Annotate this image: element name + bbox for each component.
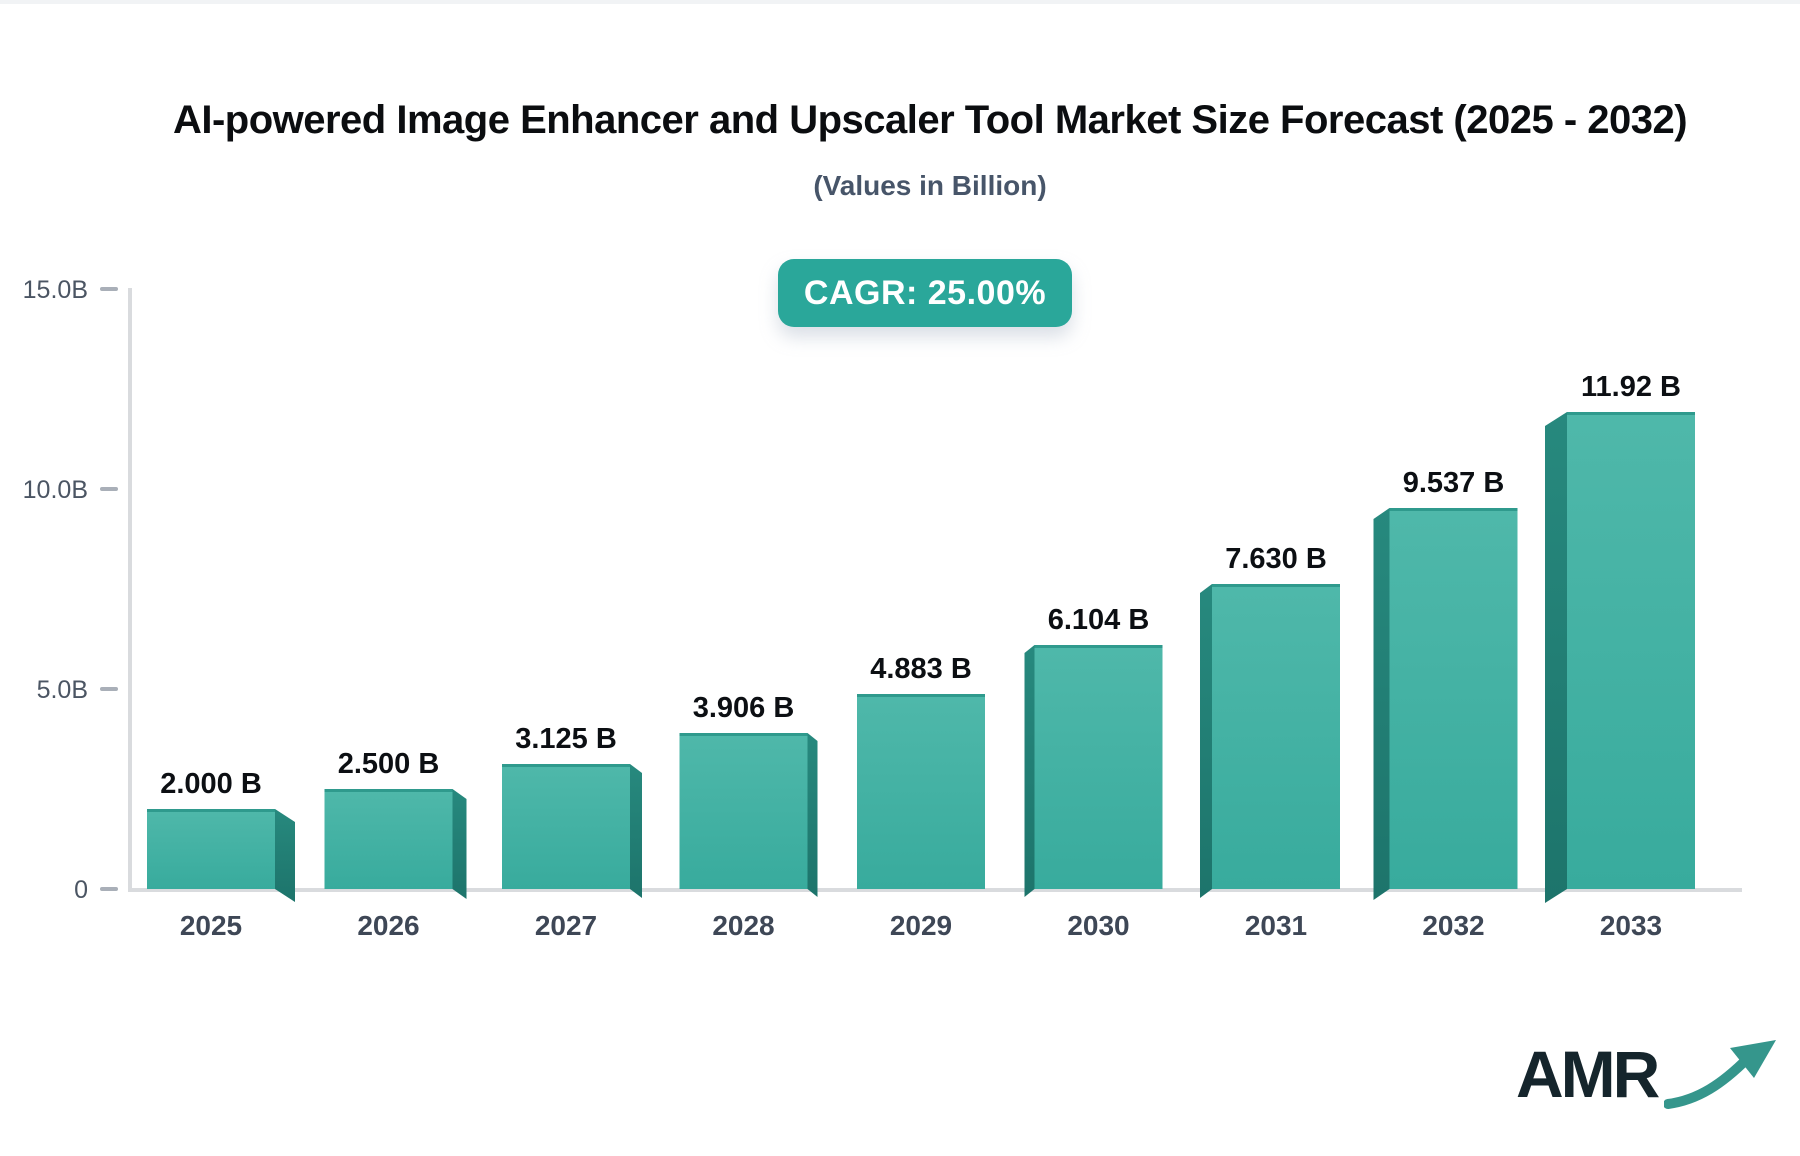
y-tick-label: 15.0B [23, 276, 88, 304]
bar-front-face [1034, 645, 1163, 889]
bar-top-edge [1389, 508, 1518, 511]
bar-front-face [679, 733, 808, 889]
y-tick-dash [100, 687, 118, 691]
bar-side-face [630, 764, 642, 898]
bar-top-edge [147, 809, 275, 812]
bar-value-label: 2.000 B [160, 768, 262, 800]
bar-value-label: 2.500 B [338, 748, 440, 780]
bar-side-face [1373, 508, 1390, 900]
bar-top-edge [679, 733, 808, 736]
bar-top-edge [857, 694, 985, 697]
bar-2032: 9.537 B 2032 [1373, 467, 1518, 941]
bar-value-label: 7.630 B [1225, 543, 1327, 575]
bar-side-face [275, 809, 295, 902]
x-tick-label: 2031 [1245, 910, 1307, 941]
chart-subtitle: (Values in Billion) [813, 170, 1047, 201]
bar-2029: 4.883 B 2029 [857, 653, 985, 941]
bar-front-face [1212, 584, 1340, 889]
bar-front-face [147, 809, 275, 889]
amr-logo-text: AMR [1516, 1037, 1660, 1111]
bar-front-face [502, 764, 630, 889]
growth-arrow-icon [1664, 1040, 1776, 1109]
bar-front-face [857, 694, 985, 889]
bar-top-edge [1212, 584, 1340, 587]
bar-2025: 2.000 B 2025 [147, 768, 295, 941]
x-tick-label: 2032 [1422, 910, 1484, 941]
bar-side-face [452, 789, 467, 899]
x-tick-label: 2030 [1067, 910, 1129, 941]
bar-top-edge [1567, 412, 1695, 415]
y-tick-label: 0 [74, 876, 88, 904]
bar-top-edge [324, 789, 453, 792]
bar-side-face [1200, 584, 1212, 898]
bar-value-label: 3.906 B [693, 692, 795, 724]
y-axis-line [128, 288, 132, 892]
bar-front-face [1567, 412, 1695, 889]
x-tick-label: 2029 [890, 910, 952, 941]
amr-logo: AMR [1516, 1036, 1776, 1126]
x-tick-label: 2033 [1600, 910, 1662, 941]
bar-2028: 3.906 B 2028 [679, 692, 818, 941]
x-tick-label: 2027 [535, 910, 597, 941]
y-tick-dash [100, 487, 118, 491]
bar-2026: 2.500 B 2026 [324, 748, 467, 941]
y-tick-label: 5.0B [37, 676, 88, 704]
bar-value-label: 6.104 B [1048, 604, 1150, 636]
bar-chart: 15.0B 10.0B 5.0B 0 2.000 B 2025 2.500 B 2026 3.1… [0, 4, 1800, 1156]
bar-value-label: 3.125 B [515, 723, 617, 755]
bar-side-face [1545, 412, 1567, 903]
bar-2030: 6.104 B 2030 [1024, 604, 1163, 941]
y-tick-dash [100, 887, 118, 891]
bar-2031: 7.630 B 2031 [1200, 543, 1340, 941]
y-tick-label: 10.0B [23, 476, 88, 504]
bar-2027: 3.125 B 2027 [502, 723, 642, 941]
bar-front-face [324, 789, 453, 889]
bar-value-label: 9.537 B [1403, 467, 1505, 499]
bar-value-label: 4.883 B [870, 653, 972, 685]
bar-side-face [807, 733, 818, 897]
bar-value-label: 11.92 B [1581, 371, 1681, 403]
bar-top-edge [1034, 645, 1163, 648]
bar-top-edge [502, 764, 630, 767]
bar-2033: 11.92 B 2033 [1545, 371, 1695, 941]
chart-title: AI-powered Image Enhancer and Upscaler T… [172, 98, 1688, 142]
x-tick-label: 2025 [180, 910, 242, 941]
x-axis-line [128, 888, 1742, 892]
cagr-badge: CAGR: 25.00% [778, 259, 1072, 327]
x-tick-label: 2026 [357, 910, 419, 941]
y-tick-dash [100, 287, 118, 291]
x-tick-label: 2028 [712, 910, 774, 941]
bar-front-face [1389, 508, 1518, 889]
bar-side-face [1024, 645, 1035, 897]
